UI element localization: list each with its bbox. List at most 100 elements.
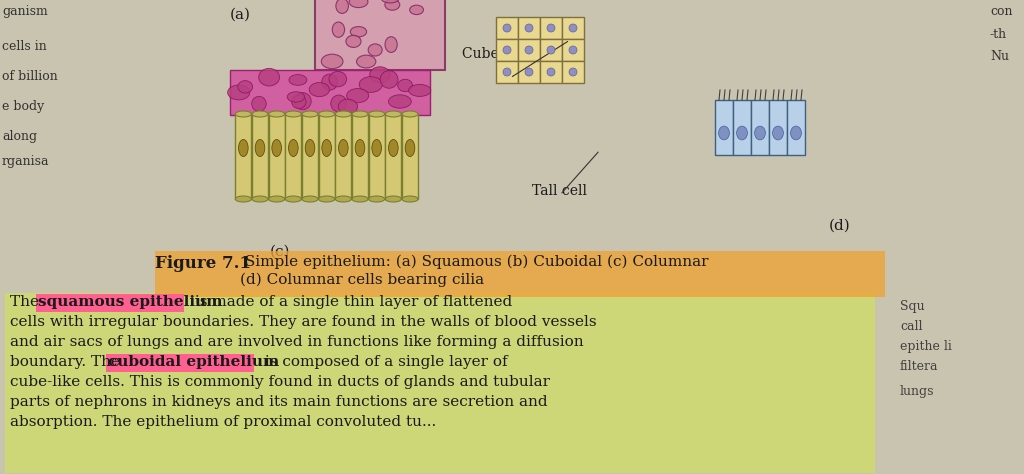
Bar	[252, 114, 268, 199]
Bar	[302, 114, 318, 199]
Text: (c): (c)	[270, 245, 291, 259]
Ellipse shape	[385, 36, 397, 53]
Circle shape	[525, 24, 534, 32]
Ellipse shape	[302, 111, 318, 117]
Text: e body: e body	[2, 100, 44, 113]
Bar	[496, 39, 518, 61]
Ellipse shape	[255, 139, 265, 156]
Text: ganism: ganism	[2, 5, 48, 18]
Text: of billion: of billion	[2, 70, 57, 83]
Bar	[369, 114, 385, 199]
Text: call: call	[900, 320, 923, 333]
Circle shape	[569, 46, 577, 54]
Text: rganisa: rganisa	[2, 155, 49, 168]
Ellipse shape	[331, 95, 347, 112]
Text: along: along	[2, 130, 37, 143]
Bar	[230, 70, 430, 115]
Ellipse shape	[286, 196, 301, 202]
Text: The: The	[10, 295, 44, 309]
Text: Tall cell: Tall cell	[532, 184, 588, 198]
Ellipse shape	[349, 0, 368, 8]
Ellipse shape	[385, 196, 401, 202]
Bar	[562, 61, 584, 83]
Ellipse shape	[719, 126, 729, 140]
Circle shape	[569, 24, 577, 32]
Ellipse shape	[369, 196, 385, 202]
Bar	[318, 114, 335, 199]
Bar	[518, 61, 540, 83]
Ellipse shape	[339, 139, 348, 156]
Ellipse shape	[322, 54, 343, 69]
Ellipse shape	[286, 111, 301, 117]
Ellipse shape	[397, 79, 413, 91]
Ellipse shape	[318, 111, 335, 117]
Ellipse shape	[369, 44, 382, 56]
Ellipse shape	[352, 196, 368, 202]
Ellipse shape	[346, 35, 361, 47]
Text: Nu: Nu	[990, 50, 1009, 63]
Text: filtera: filtera	[900, 360, 939, 373]
Text: (b): (b)	[499, 65, 521, 79]
Text: cuboidal epithelium: cuboidal epithelium	[108, 355, 280, 369]
Ellipse shape	[289, 74, 307, 85]
Ellipse shape	[259, 68, 280, 86]
Text: is composed of a single layer of: is composed of a single layer of	[260, 355, 508, 369]
Ellipse shape	[385, 111, 401, 117]
Ellipse shape	[336, 0, 348, 13]
Bar	[496, 17, 518, 39]
FancyBboxPatch shape	[106, 354, 254, 372]
Ellipse shape	[402, 111, 418, 117]
Ellipse shape	[409, 84, 431, 96]
Ellipse shape	[755, 126, 765, 140]
Ellipse shape	[239, 139, 248, 156]
Bar	[385, 114, 401, 199]
Ellipse shape	[322, 139, 332, 156]
Ellipse shape	[406, 139, 415, 156]
Ellipse shape	[322, 74, 338, 90]
Circle shape	[525, 46, 534, 54]
Circle shape	[547, 46, 555, 54]
Bar	[769, 100, 787, 155]
Text: cells with irregular boundaries. They are found in the walls of blood vessels: cells with irregular boundaries. They ar…	[10, 315, 597, 329]
Circle shape	[503, 68, 511, 76]
Ellipse shape	[772, 126, 783, 140]
Text: Simple epithelium: (a) Squamous (b) Cuboidal (c) Columnar: Simple epithelium: (a) Squamous (b) Cubo…	[240, 255, 709, 269]
Ellipse shape	[388, 139, 398, 156]
Ellipse shape	[381, 0, 399, 3]
Text: is made of a single thin layer of flattened: is made of a single thin layer of flatte…	[190, 295, 512, 309]
Ellipse shape	[369, 111, 385, 117]
Text: (a): (a)	[230, 8, 251, 22]
Text: Figure 7.1: Figure 7.1	[155, 255, 251, 272]
Text: con: con	[990, 5, 1013, 18]
Bar	[562, 39, 584, 61]
Text: (d): (d)	[829, 219, 851, 233]
Text: Cube-like cell: Cube-like cell	[462, 47, 558, 61]
Ellipse shape	[410, 5, 424, 15]
Circle shape	[525, 68, 534, 76]
Text: Squ: Squ	[900, 300, 925, 313]
Ellipse shape	[292, 95, 306, 109]
Ellipse shape	[356, 55, 376, 68]
Ellipse shape	[338, 99, 357, 114]
Ellipse shape	[372, 139, 382, 156]
Text: cube-like cells. This is commonly found in ducts of glands and tubular: cube-like cells. This is commonly found …	[10, 375, 550, 389]
Ellipse shape	[287, 92, 305, 102]
FancyBboxPatch shape	[36, 294, 184, 312]
Circle shape	[503, 24, 511, 32]
Ellipse shape	[238, 81, 253, 93]
Ellipse shape	[380, 71, 398, 88]
Ellipse shape	[309, 82, 330, 97]
Ellipse shape	[388, 95, 412, 108]
Bar	[402, 114, 418, 199]
Ellipse shape	[335, 196, 351, 202]
Text: absorption. The epithelium of proximal convoluted tu...: absorption. The epithelium of proximal c…	[10, 415, 436, 429]
Ellipse shape	[370, 67, 390, 83]
Circle shape	[547, 24, 555, 32]
Ellipse shape	[332, 22, 345, 37]
Ellipse shape	[227, 85, 250, 100]
Bar	[562, 17, 584, 39]
Bar	[315, 0, 445, 70]
Ellipse shape	[236, 111, 251, 117]
Ellipse shape	[252, 111, 268, 117]
Ellipse shape	[252, 96, 266, 111]
